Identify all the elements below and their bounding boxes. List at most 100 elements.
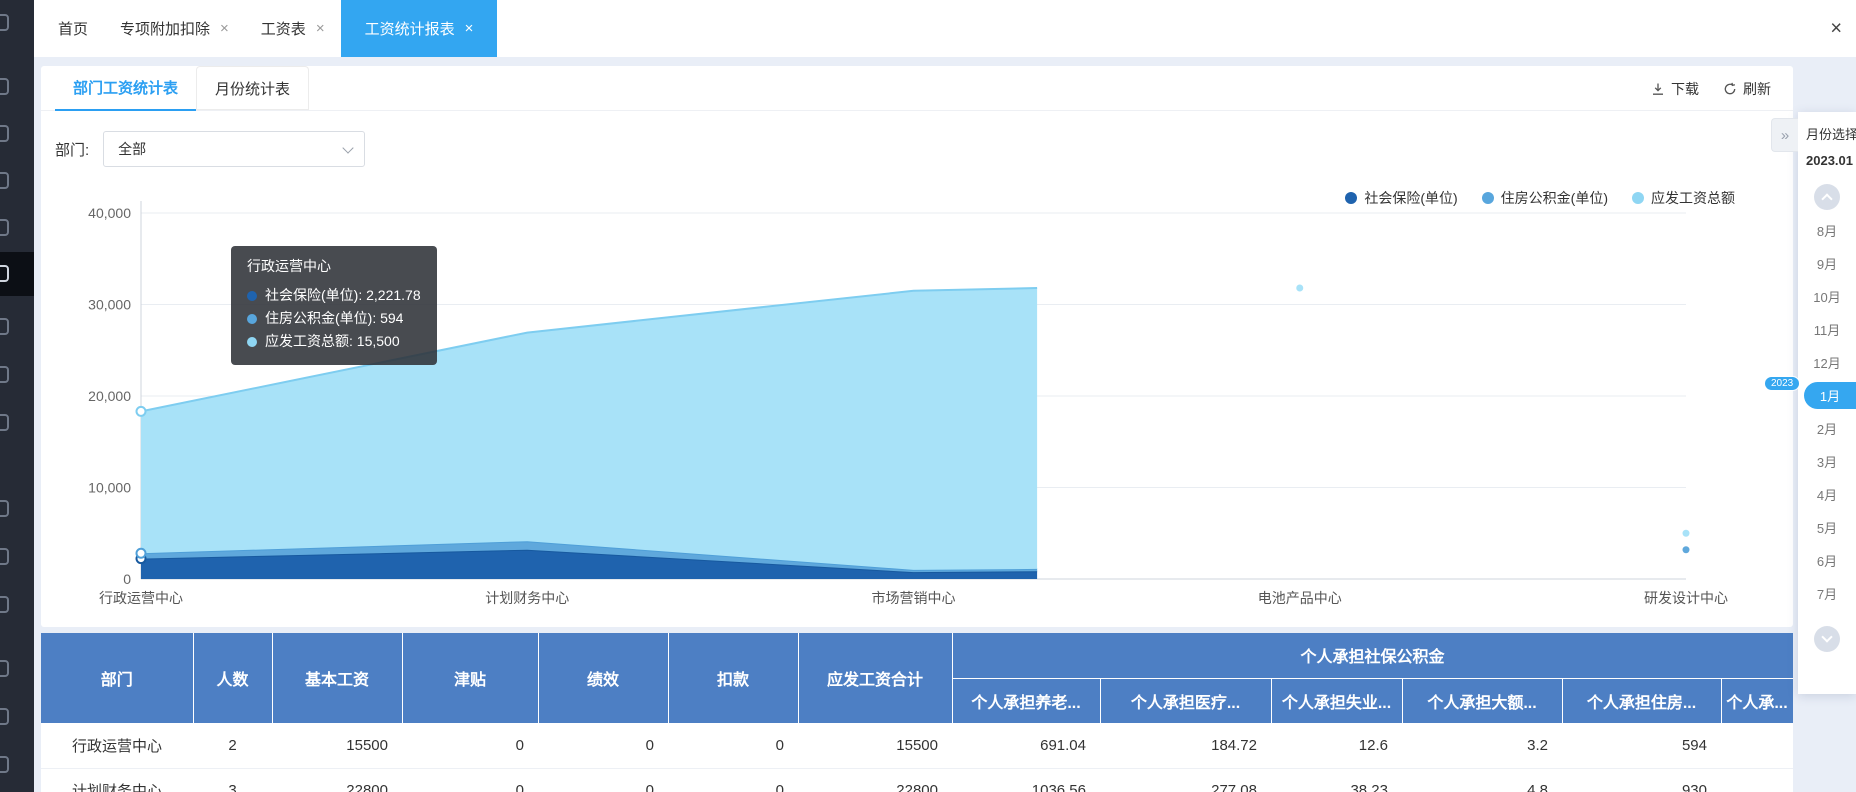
table-cell: 12.6 [1271,723,1402,769]
month-panel-year: 2023.01 [1806,153,1853,168]
table-cell: 22800 [272,768,402,792]
month-panel-title: 月份选择 [1806,127,1856,142]
month-item[interactable]: 7月 [1798,577,1856,610]
month-item[interactable]: 12月 [1798,346,1856,379]
tooltip-row-text: 应发工资总额: 15,500 [265,333,400,349]
sub-tab-list: 部门工资统计表 月份统计表 [55,66,310,111]
month-item[interactable]: 2月 [1798,412,1856,445]
tab-close-icon[interactable]: × [315,20,325,37]
table-cell: 0 [538,768,668,792]
table-cell [1721,768,1793,792]
month-item[interactable]: 8月 [1798,214,1856,247]
sidebar-active-item[interactable] [0,252,34,296]
area-series-line [140,540,1038,571]
sub-column-header: 个人承担大额... [1402,678,1563,724]
chart-legend: 社会保险(单位) 住房公积金(单位) 应发工资总额 [1345,188,1735,208]
table-cell: 0 [668,768,798,792]
table-row: 行政运营中心 2 15500 0 0 0 15500 691.04 184.72 12.6 3.2 5… [41,723,1793,769]
table-cell: 0 [402,768,538,792]
salary-table-section: 部门 人数 基本工资 津贴 绩效 扣款 应发工资合计 个人承担社保公积金 个人承担养老... 个人… [41,633,1793,792]
month-item[interactable]: 9月 [1798,247,1856,280]
top-tab[interactable]: 工资统计报表 × [340,0,498,57]
sidebar-icon [0,500,9,517]
table-cell [1721,723,1793,769]
main-area: 首页 专项附加扣除 × 工资表 × 工资统计报表 × × 部门工资统计表 月份统计表 下载 刷… [34,0,1856,792]
area-series [141,541,1038,573]
area-series [141,549,1038,579]
month-item[interactable]: 10月 [1798,280,1856,313]
month-label: 10月 [1813,290,1841,305]
top-tab[interactable]: 专项附加扣除 × [104,0,245,57]
table-cell: 3 [193,768,272,792]
month-item[interactable]: 11月 [1798,313,1856,346]
sidebar-icon [0,708,9,725]
month-panel: 月份选择 2023.01 8月 9月 10月 11月 12月 1月 2023 2月 3月 4月 5月… [1764,112,1856,694]
tab-close-icon[interactable]: × [464,20,474,37]
month-item[interactable]: 6月 [1798,544,1856,577]
y-tick-label: 30,000 [88,297,131,313]
sub-tab[interactable]: 月份统计表 [196,66,310,110]
collapse-icon: » [1780,126,1790,144]
sub-column-header: 个人承担医疗... [1100,678,1272,724]
legend-item[interactable]: 住房公积金(单位) [1481,188,1608,208]
department-filter-label: 部门: [55,141,90,159]
department-select[interactable]: 全部 [103,131,366,167]
table-cell: 15500 [798,723,952,769]
sub-column-header: 个人承... [1721,678,1793,724]
top-tab[interactable]: 首页 [42,0,104,57]
sub-tab[interactable]: 部门工资统计表 [55,66,197,111]
refresh-button[interactable]: 刷新 [1723,79,1771,99]
month-item[interactable]: 5月 [1798,511,1856,544]
tab-close-icon[interactable]: × [220,20,229,37]
chart-tooltip: 行政运营中心 社会保险(单位): 2,221.78 住房公积金(单位): 594 应… [231,246,437,365]
table-cell: 4.8 [1402,768,1562,792]
table-cell: 计划财务中心 [41,768,193,792]
sidebar-icon [0,219,9,236]
refresh-label: 刷新 [1743,80,1771,97]
legend-label: 住房公积金(单位) [1500,190,1608,206]
area-series-line [140,287,1038,413]
month-item[interactable]: 3月 [1798,445,1856,478]
download-button[interactable]: 下载 [1651,79,1699,99]
close-icon[interactable]: × [1830,17,1842,39]
month-label: 5月 [1816,521,1838,536]
column-header: 应发工资合计 [798,633,953,724]
legend-item[interactable]: 社会保险(单位) [1345,188,1458,208]
month-item[interactable]: 4月 [1798,478,1856,511]
download-icon [1653,83,1663,95]
sidebar-icon [0,756,9,773]
column-header: 津贴 [402,633,539,724]
legend-label: 应发工资总额 [1651,190,1735,206]
scroll-down-button[interactable] [1814,626,1840,652]
sidebar-icon [0,548,9,565]
collapse-month-panel-button[interactable]: » [1771,118,1798,152]
sidebar-icon [0,596,9,613]
legend-item[interactable]: 应发工资总额 [1632,188,1735,208]
column-header: 绩效 [538,633,669,724]
sidebar-icon [0,366,9,383]
data-point [1682,546,1690,554]
top-tab-label: 工资统计报表 [364,21,455,38]
hover-marker-icon [135,405,147,417]
table-cell: 1036.56 [952,768,1100,792]
x-tick-label: 计划财务中心 [485,590,569,606]
month-label: 1月 [1819,389,1841,404]
data-point [1296,284,1304,292]
scroll-up-button[interactable] [1814,184,1840,210]
y-tick-label: 10,000 [88,480,131,496]
month-label: 4月 [1816,488,1838,503]
tooltip-row: 住房公积金(单位): 594 [247,307,421,330]
column-header: 部门 [41,633,194,724]
month-label: 6月 [1816,554,1838,569]
column-header: 人数 [193,633,273,724]
month-item[interactable]: 1月 2023 [1764,376,1856,409]
top-tab[interactable]: 工资表 × [245,0,341,57]
sidebar-icon [0,172,9,189]
top-tab-label: 工资表 [260,21,306,38]
table-cell: 0 [668,723,798,769]
column-header: 基本工资 [272,633,403,724]
sidebar-icon [0,125,9,142]
tooltip-series-dot-icon [247,313,257,324]
